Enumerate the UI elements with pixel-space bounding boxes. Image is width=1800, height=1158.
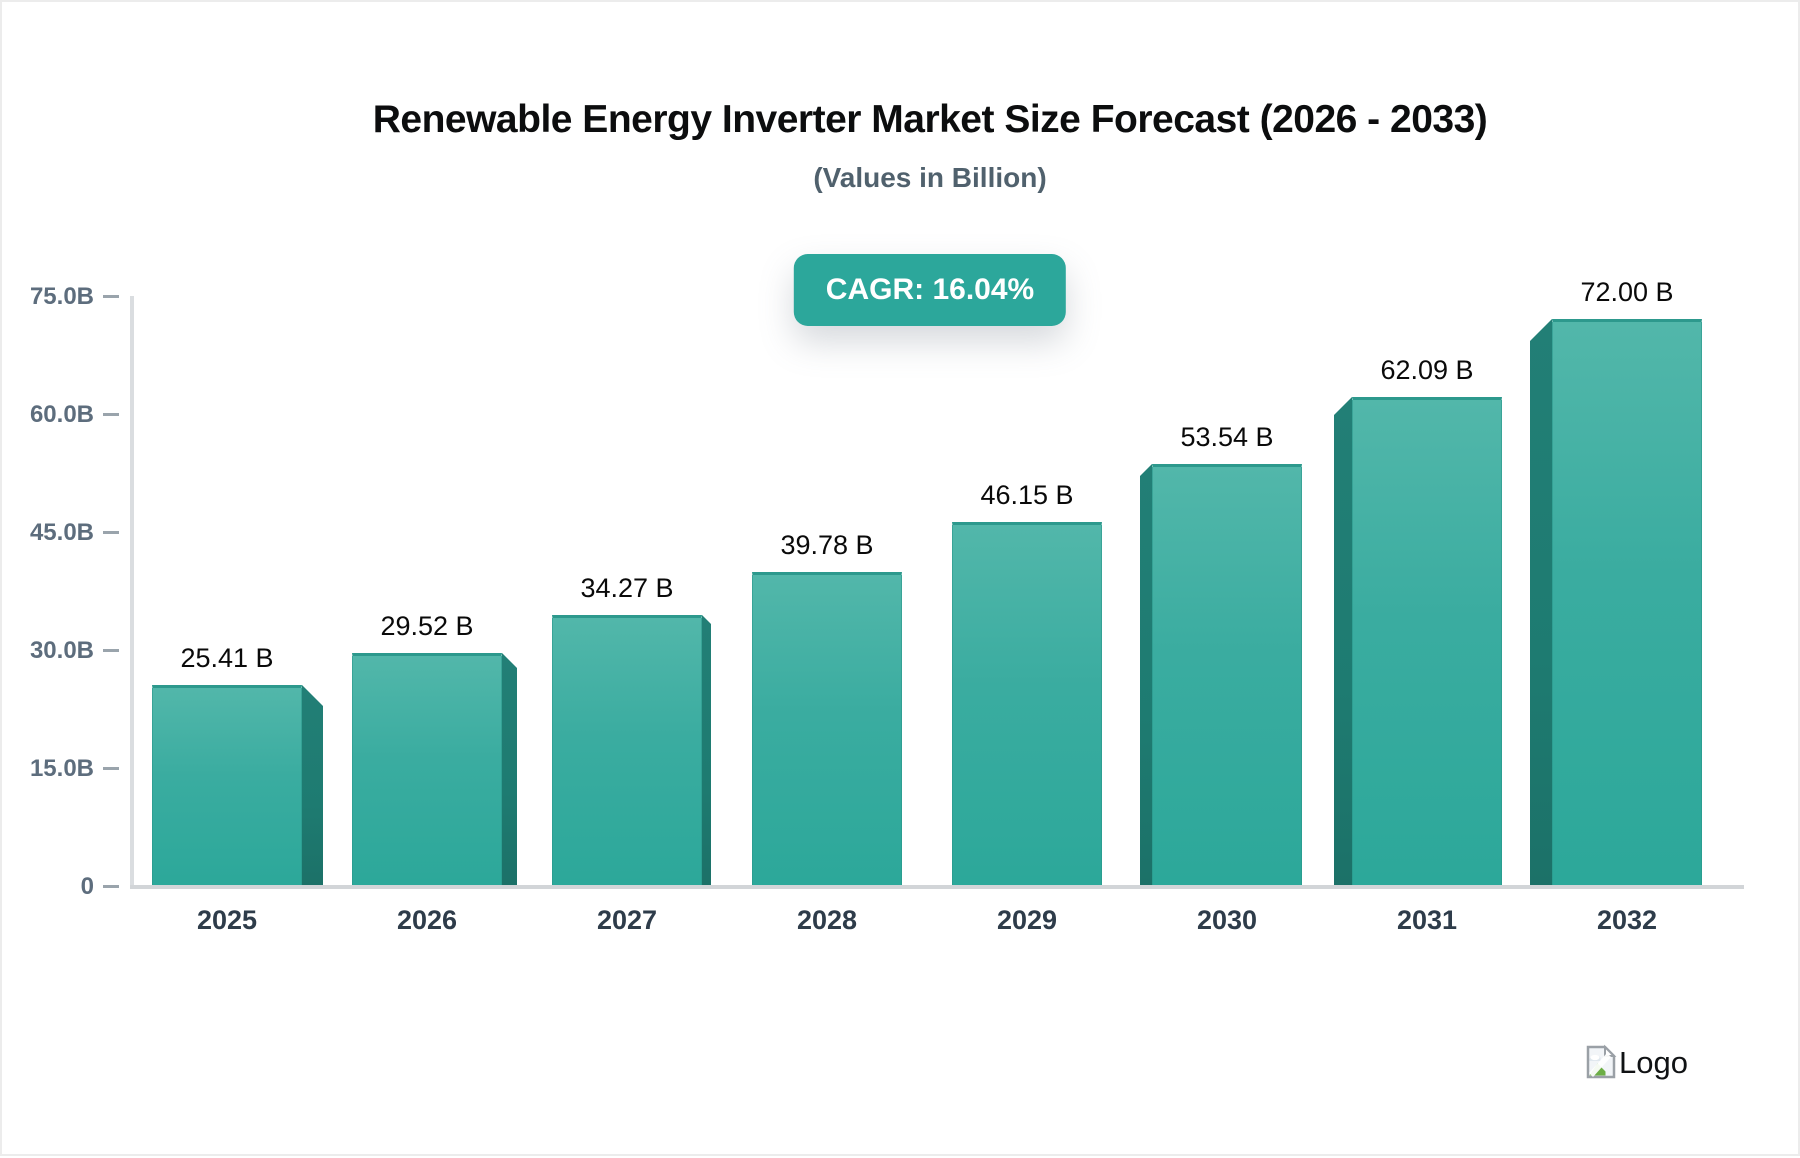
y-axis-tick-label: 30.0B (29, 637, 94, 664)
bar-2030[interactable] (1152, 464, 1302, 885)
bar-2028[interactable] (752, 572, 902, 885)
logo: Logo (1585, 1044, 1688, 1080)
x-axis-line (130, 885, 1744, 889)
x-axis-label-2025: 2025 (196, 905, 258, 935)
x-axis-label-2026: 2026 (396, 905, 458, 935)
bar-value-label-2025: 25.41 B (180, 643, 274, 673)
bar-side-face-2026 (502, 653, 517, 885)
logo-text: Logo (1619, 1045, 1688, 1080)
bar-side-face-2030 (1140, 464, 1152, 885)
bar-side-face-2031 (1334, 397, 1352, 885)
chart-subtitle: (Values in Billion) (813, 162, 1047, 193)
broken-image-icon (1585, 1044, 1617, 1080)
x-axis-label-2032: 2032 (1596, 905, 1658, 935)
bar-value-label-2029: 46.15 B (980, 480, 1074, 510)
bar-2029[interactable] (952, 522, 1102, 885)
y-axis-tick-mark (103, 413, 119, 416)
bar-2032[interactable] (1552, 319, 1702, 885)
x-axis-label-2030: 2030 (1196, 905, 1258, 935)
y-axis-tick-mark (103, 649, 119, 652)
bar-value-label-2031: 62.09 B (1380, 355, 1474, 385)
bar-side-face-2027 (702, 615, 711, 885)
bar-value-label-2027: 34.27 B (580, 573, 674, 603)
bar-value-label-2032: 72.00 B (1580, 277, 1674, 307)
bar-value-label-2028: 39.78 B (780, 530, 874, 560)
y-axis-tick-label: 75.0B (29, 283, 94, 310)
y-axis-line (130, 296, 134, 888)
bar-2027[interactable] (552, 615, 702, 885)
x-axis-label-2027: 2027 (596, 905, 658, 935)
y-axis-tick-mark (103, 885, 119, 888)
x-axis-label-2031: 2031 (1396, 905, 1458, 935)
x-axis-label-2029: 2029 (996, 905, 1058, 935)
bar-2031[interactable] (1352, 397, 1502, 885)
bar-side-face-2032 (1530, 319, 1552, 885)
x-axis-label-2028: 2028 (796, 905, 858, 935)
bar-side-face-2025 (302, 685, 323, 885)
y-axis-tick-label: 45.0B (29, 519, 94, 546)
bar-2026[interactable] (352, 653, 502, 885)
y-axis-tick-mark (103, 767, 119, 770)
y-axis-tick-mark (103, 531, 119, 534)
y-axis-tick-label: 15.0B (29, 755, 94, 782)
bar-value-label-2026: 29.52 B (380, 611, 474, 641)
chart-title: Renewable Energy Inverter Market Size Fo… (372, 98, 1488, 141)
y-axis-tick-label: 60.0B (29, 401, 94, 428)
cagr-badge: CAGR: 16.04% (793, 254, 1067, 326)
y-axis-tick-mark (103, 295, 119, 298)
y-axis-tick-label: 0 (80, 873, 94, 900)
bar-2025[interactable] (152, 685, 302, 885)
bar-value-label-2030: 53.54 B (1180, 422, 1274, 452)
